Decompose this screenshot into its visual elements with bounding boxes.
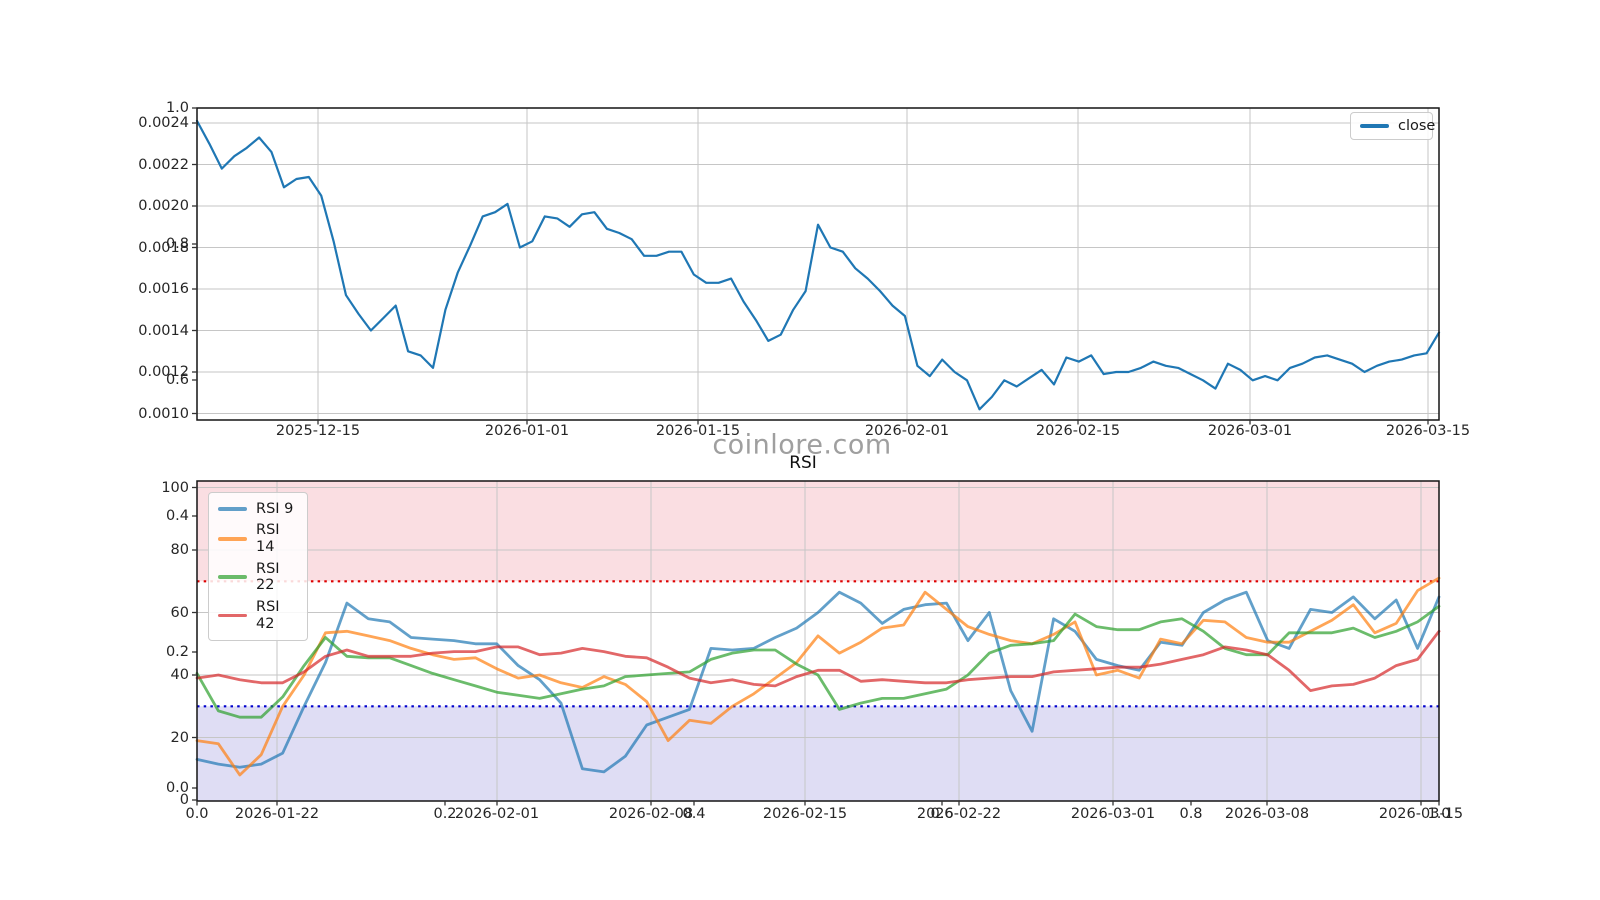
close-legend: close (1350, 112, 1436, 140)
overbought-band (197, 481, 1439, 582)
rsi-2-line (195, 604, 1441, 719)
close-line (195, 119, 1441, 411)
fraction-xtick: 0.4 (682, 806, 706, 822)
oversold-band (197, 706, 1439, 802)
rsi-ytick: 20 (170, 729, 189, 746)
fraction-xtick: 0.2 (433, 806, 457, 822)
overlay-ytick: 0.2 (165, 643, 189, 660)
price-ytick: 0.0018 (138, 239, 189, 256)
rsi22-legend-label: RSI 22 (256, 560, 280, 594)
rsi-ytick: 0 (179, 791, 189, 808)
price-ytick: 0.0014 (138, 322, 189, 339)
rsi42-line-swatch (218, 613, 247, 618)
rsi-chart-title: RSI (789, 453, 817, 473)
rsi42-legend-label: RSI 42 (256, 598, 280, 632)
price-date-xtick: 2026-02-15 (1035, 423, 1121, 439)
fraction-xtick: 0.0 (185, 806, 209, 822)
price-chart (192, 107, 1441, 789)
close-legend-label: close (1398, 117, 1436, 134)
watermark: coinlore.com (712, 429, 892, 461)
rsi-date-xtick: 2026-03-01 (1070, 806, 1156, 822)
fraction-xtick: 0.6 (930, 806, 954, 822)
price-ytick: 0.0020 (138, 197, 189, 214)
price-ytick: 0.0012 (138, 363, 189, 380)
rsi14-line-swatch (218, 537, 247, 541)
rsi-chart (192, 480, 1441, 806)
price-date-xtick: 2025-12-15 (275, 423, 361, 439)
price-date-xtick: 2026-03-01 (1207, 423, 1293, 439)
rsi-ytick: 100 (161, 479, 189, 496)
rsi-0-line (195, 590, 1441, 774)
price-date-xtick: 2026-03-15 (1385, 423, 1471, 439)
overlay-ytick: 0.0 (165, 779, 189, 796)
fraction-xtick: 1.0 (1427, 806, 1451, 822)
rsi-ytick: 80 (170, 541, 189, 558)
rsi-date-xtick: 2026-03-08 (1224, 806, 1310, 822)
price-ytick: 0.0024 (138, 114, 189, 131)
rsi-legend-item: RSI 14 (209, 520, 307, 558)
rsi-date-xtick: 2026-02-22 (916, 806, 1002, 822)
rsi14-legend-label: RSI 14 (256, 522, 280, 555)
overlay-ytick: 0.8 (165, 235, 189, 252)
rsi-chart-frame (196, 480, 1440, 802)
rsi-legend-item: RSI 22 (209, 558, 307, 596)
overlay-ytick: 0.4 (165, 507, 189, 524)
rsi-1-line (195, 576, 1441, 777)
rsi-date-xtick: 2026-02-08 (608, 806, 694, 822)
rsi-date-xtick: 2026-02-15 (762, 806, 848, 822)
price-date-xtick: 2026-01-15 (655, 423, 741, 439)
rsi-legend-item: RSI 9 (209, 498, 307, 520)
rsi-legend: RSI 9 RSI 14 RSI 22 RSI 42 (208, 492, 308, 641)
price-ytick: 0.0016 (138, 280, 189, 297)
close-line-swatch (1360, 124, 1389, 128)
fraction-xtick: 0.8 (1179, 806, 1203, 822)
overlay-ytick: 0.6 (165, 371, 189, 388)
rsi22-line-swatch (218, 575, 247, 579)
price-chart-frame (196, 107, 1440, 421)
rsi-date-xtick: 2026-01-22 (234, 806, 320, 822)
price-date-xtick: 2026-02-01 (864, 423, 950, 439)
rsi-date-xtick: 2026-03-15 (1378, 806, 1464, 822)
rsi9-line-swatch (218, 507, 247, 511)
price-date-xtick: 2026-01-01 (484, 423, 570, 439)
rsi9-legend-label: RSI 9 (256, 500, 294, 517)
rsi-legend-item: RSI 42 (209, 596, 307, 634)
price-ytick: 0.0010 (138, 405, 189, 422)
rsi-date-xtick: 2026-02-01 (454, 806, 540, 822)
price-ytick: 0.0022 (138, 156, 189, 173)
overlay-ytick: 1.0 (165, 99, 189, 116)
rsi-ytick: 40 (170, 666, 189, 683)
rsi-3-line (195, 629, 1441, 692)
rsi-ytick: 60 (170, 604, 189, 621)
